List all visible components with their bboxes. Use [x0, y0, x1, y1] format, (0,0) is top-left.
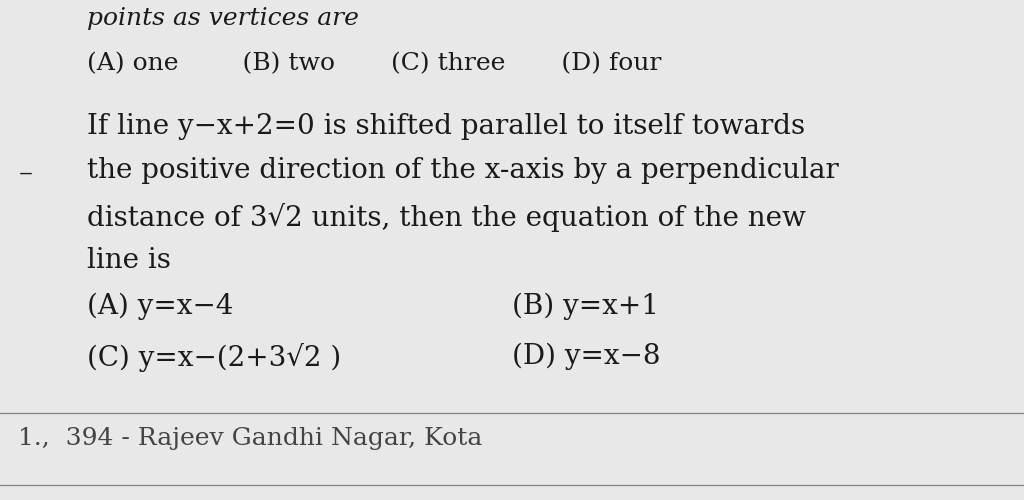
Text: (D) y=x−8: (D) y=x−8 [512, 342, 660, 370]
Text: points as vertices are: points as vertices are [87, 8, 359, 30]
Text: –: – [18, 160, 33, 187]
Text: 1.,  394 - Rajeev Gandhi Nagar, Kota: 1., 394 - Rajeev Gandhi Nagar, Kota [18, 428, 482, 450]
Text: the positive direction of the x-axis by a perpendicular: the positive direction of the x-axis by … [87, 158, 839, 184]
Text: If line y−x+2=0 is shifted parallel to itself towards: If line y−x+2=0 is shifted parallel to i… [87, 112, 805, 140]
Text: (B) y=x+1: (B) y=x+1 [512, 292, 659, 320]
Text: (C) y=x−(2+3√2 ): (C) y=x−(2+3√2 ) [87, 342, 341, 372]
Text: (A) one        (B) two       (C) three       (D) four: (A) one (B) two (C) three (D) four [87, 52, 662, 76]
Text: distance of 3√2 units, then the equation of the new: distance of 3√2 units, then the equation… [87, 202, 806, 232]
Text: line is: line is [87, 248, 171, 274]
Text: (A) y=x−4: (A) y=x−4 [87, 292, 233, 320]
